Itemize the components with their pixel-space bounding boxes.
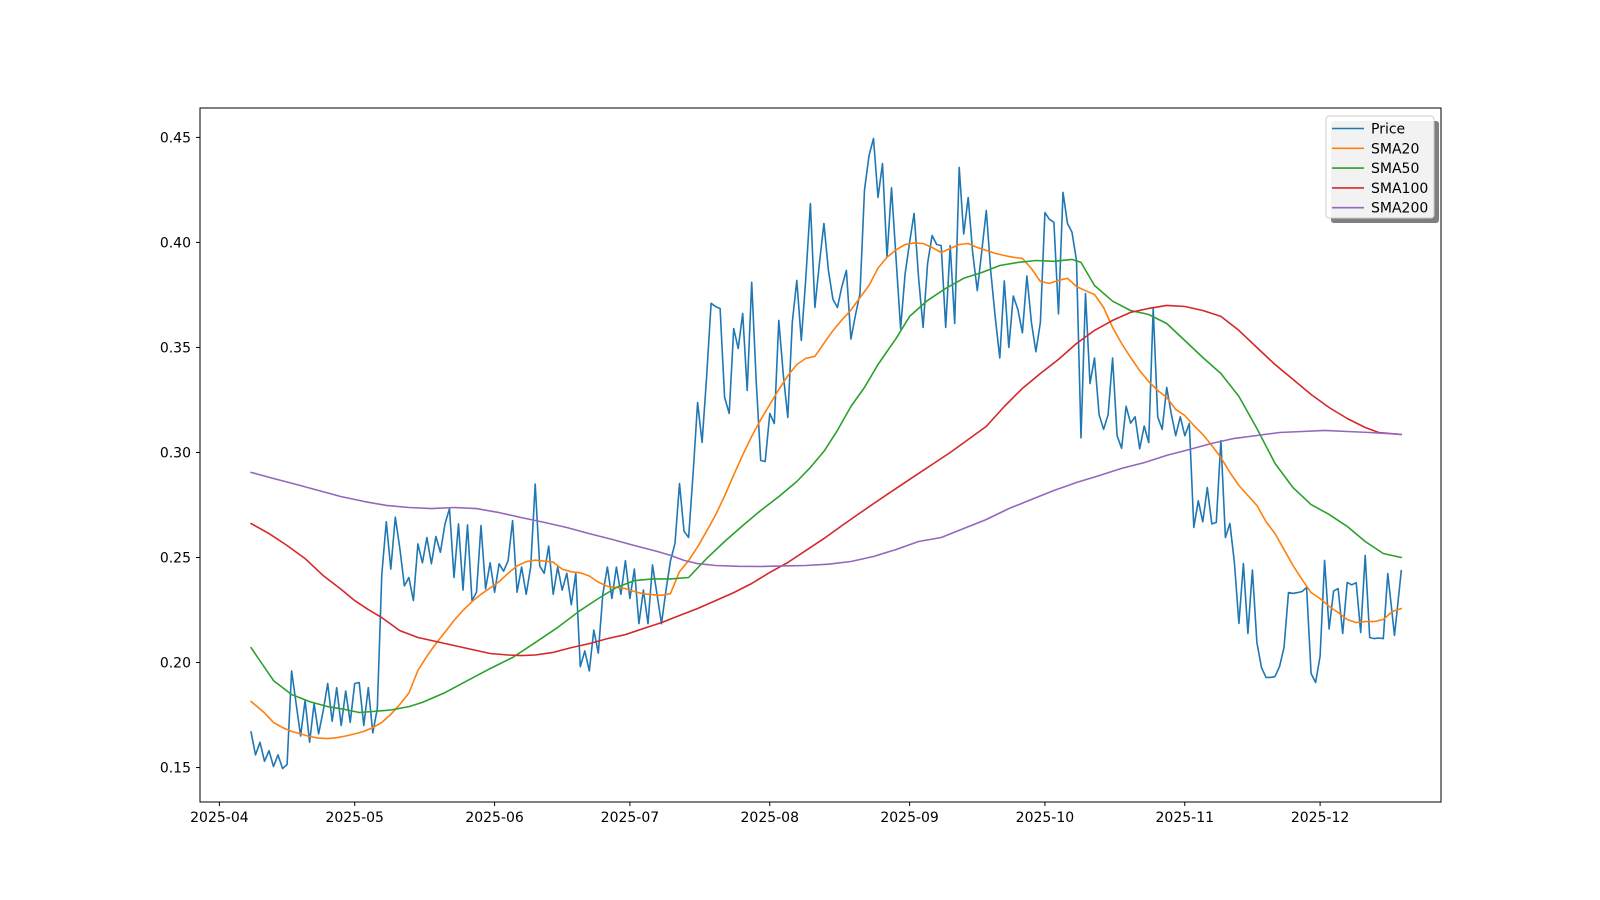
y-tick-label: 0.20 (160, 656, 191, 672)
legend-label-sma20: SMA20 (1371, 141, 1419, 157)
x-tick-label: 2025-07 (601, 810, 660, 826)
series-line-sma200 (250, 429, 1403, 568)
x-tick-label: 2025-12 (1291, 810, 1350, 826)
x-tick-label: 2025-10 (1016, 810, 1075, 826)
y-tick-label: 0.15 (160, 761, 191, 777)
x-tick-label: 2025-08 (741, 810, 800, 826)
series-line-sma100 (250, 304, 1403, 657)
series-line-sma50 (250, 258, 1403, 714)
y-tick-label: 0.40 (160, 235, 191, 251)
y-tick-label: 0.35 (160, 340, 191, 356)
series-line-price (250, 137, 1403, 770)
legend-label-sma200: SMA200 (1371, 201, 1428, 217)
x-tick-label: 2025-05 (325, 810, 384, 826)
y-tick-label: 0.25 (160, 551, 191, 567)
x-tick-label: 2025-04 (190, 810, 249, 826)
x-tick-label: 2025-11 (1156, 810, 1215, 826)
x-tick-label: 2025-06 (465, 810, 524, 826)
legend-label-price: Price (1371, 122, 1405, 138)
legend-box (1325, 115, 1435, 219)
legend-label-sma50: SMA50 (1371, 161, 1419, 177)
legend-label-sma100: SMA100 (1371, 181, 1428, 197)
y-tick-label: 0.30 (160, 445, 191, 461)
x-tick-label: 2025-09 (880, 810, 939, 826)
y-tick-label: 0.45 (160, 130, 191, 146)
